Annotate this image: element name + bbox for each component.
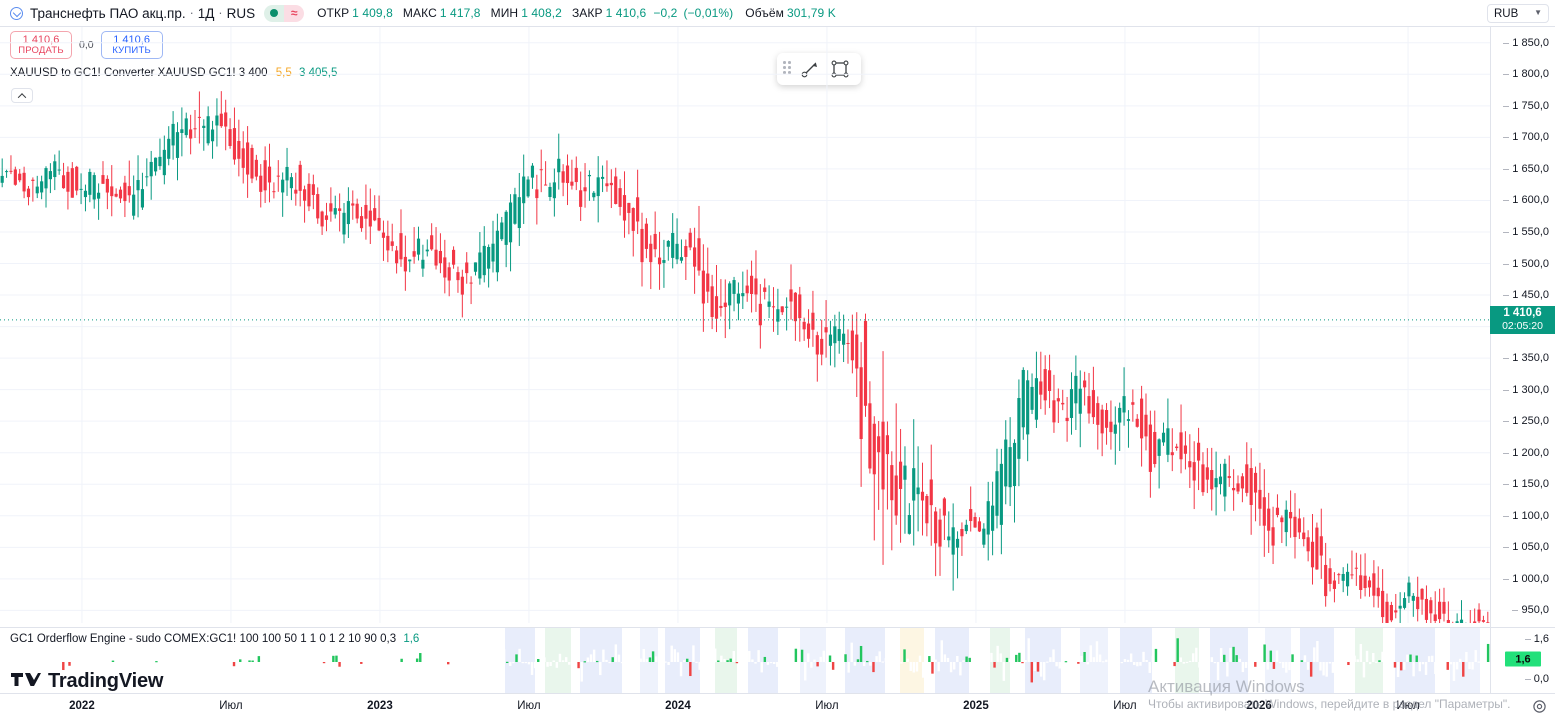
indicator-legend-title: XAUUSD to GC1! Converter XAUUSD GC1! 3 4… — [10, 67, 268, 79]
price-axis-tick: 1 550,0 — [1503, 225, 1549, 238]
tradingview-watermark: TradingView — [11, 670, 163, 693]
current-price-badge: 1 410,6 02:05:20 — [1490, 305, 1555, 334]
price-axis-tick: 1 750,0 — [1503, 99, 1549, 112]
change-absolute: −0,2 — [653, 6, 678, 20]
chart-grid — [0, 27, 1490, 623]
ohlc-open-key: ОТКР — [317, 6, 350, 20]
price-axis-tick: 1 250,0 — [1503, 415, 1549, 428]
time-axis-tick: Июл — [219, 700, 243, 712]
clock-icon[interactable] — [1532, 699, 1547, 714]
market-open-status-icon[interactable] — [264, 4, 285, 22]
price-axis-tick: 1 800,0 — [1503, 68, 1549, 81]
time-axis[interactable]: 2022 Июл 2023 Июл 2024 Июл 2025 Июл 2026 Июл — [0, 693, 1555, 720]
price-axis-tick: 1 500,0 — [1503, 257, 1549, 270]
tradingview-logo-text: TradingView — [48, 670, 164, 692]
price-axis-tick: 1 850,0 — [1503, 36, 1549, 49]
chevron-down-icon: ▼ — [1534, 8, 1542, 17]
time-axis-tick: 2023 — [367, 700, 393, 712]
price-axis-tick: 1 050,0 — [1503, 541, 1549, 554]
time-axis-tick: Июл — [815, 700, 839, 712]
price-axis-tick: 1 100,0 — [1503, 509, 1549, 522]
header-separator-1: · — [189, 6, 194, 20]
ohlc-values: ОТКР 1 409,8 МАКС 1 417,8 МИН 1 408,2 ЗА… — [317, 6, 836, 20]
buy-label: КУПИТЬ — [112, 44, 151, 56]
orderflow-histogram — [0, 628, 1490, 693]
price-axis-tick: 1 650,0 — [1503, 162, 1549, 175]
time-axis-tick: 2024 — [665, 700, 691, 712]
sell-label: ПРОДАТЬ — [18, 44, 64, 56]
axis-divider — [1491, 627, 1555, 628]
ohlc-low-val: 1 408,2 — [521, 6, 562, 20]
price-axis-tick: 1 450,0 — [1503, 289, 1549, 302]
indicator-legend-value-1: 5,5 — [275, 67, 292, 79]
orderflow-legend-title: GC1 Orderflow Engine - sudo COMEX:GC1! 1… — [10, 633, 397, 645]
symbol-header: Транснефть ПАО акц.пр. · 1Д · RUS ≈ ОТКР… — [0, 0, 1555, 27]
price-axis-tick: 1 350,0 — [1503, 352, 1549, 365]
volume-key: Объём — [745, 6, 784, 20]
price-axis-tick: 1 200,0 — [1503, 446, 1549, 459]
price-axis-tick: 1 000,0 — [1503, 572, 1549, 585]
sub-axis-tick-min: 0,0 — [1524, 673, 1549, 685]
data-delay-icon[interactable]: ≈ — [284, 4, 305, 22]
tradingview-logo-icon — [11, 671, 41, 693]
currency-select[interactable]: RUB ▼ — [1487, 4, 1549, 23]
price-chart-pane[interactable] — [0, 27, 1490, 623]
price-axis[interactable]: 1 850,0 1 800,0 1 750,0 1 700,0 1 650,0 1 600… — [1490, 27, 1555, 693]
interval-label[interactable]: 1Д — [197, 5, 215, 21]
volume-value: 301,79 K — [787, 6, 836, 20]
price-axis-tick: 1 300,0 — [1503, 383, 1549, 396]
broker-circle-icon — [10, 6, 23, 20]
ohlc-open-val: 1 409,8 — [352, 6, 393, 20]
time-axis-tick: 2022 — [69, 700, 95, 712]
symbol-name[interactable]: Транснефть ПАО акц.пр. — [30, 5, 186, 21]
collapse-legend-button[interactable] — [11, 88, 33, 103]
exchange-label[interactable]: RUS — [226, 5, 256, 21]
ohlc-high-val: 1 417,8 — [439, 6, 481, 20]
time-axis-tick: 2025 — [963, 700, 989, 712]
ohlc-close-val: 1 410,6 — [605, 6, 647, 20]
ohlc-low-key: МИН — [490, 6, 519, 20]
time-axis-tick: 2026 — [1246, 700, 1272, 712]
spread-value: 0,0 — [79, 39, 94, 51]
sub-axis-tick-max: 1,6 — [1524, 633, 1549, 645]
floating-drawing-toolbar[interactable] — [777, 53, 861, 85]
time-axis-tick: Июл — [517, 700, 541, 712]
drag-handle-icon[interactable] — [783, 61, 793, 77]
indicator-legend-value-2: 3 405,5 — [298, 67, 338, 79]
candlestick-series — [0, 91, 1490, 623]
ohlc-close-key: ЗАКР — [571, 6, 603, 20]
header-separator-2: · — [218, 6, 223, 20]
orderflow-pane[interactable] — [0, 627, 1490, 693]
price-axis-tick: 950,0 — [1512, 604, 1549, 617]
price-axis-tick: 1 700,0 — [1503, 131, 1549, 144]
time-axis-tick: Июл — [1113, 700, 1137, 712]
indicator-legend-converter[interactable]: XAUUSD to GC1! Converter XAUUSD GC1! 3 4… — [10, 67, 337, 79]
orderflow-legend-value: 1,6 — [403, 633, 420, 645]
change-percent: (−0,01%) — [683, 6, 734, 20]
currency-select-value: RUB — [1494, 7, 1519, 20]
bar-countdown: 02:05:20 — [1502, 320, 1543, 333]
orderflow-value-badge: 1,6 — [1505, 651, 1541, 667]
price-axis-tick: 1 150,0 — [1503, 478, 1549, 491]
price-axis-tick: 1 600,0 — [1503, 194, 1549, 207]
current-price-value: 1 410,6 — [1503, 306, 1542, 319]
ohlc-high-key: МАКС — [402, 6, 437, 20]
time-axis-tick: Июл — [1396, 700, 1420, 712]
orderflow-legend[interactable]: GC1 Orderflow Engine - sudo COMEX:GC1! 1… — [10, 633, 419, 645]
